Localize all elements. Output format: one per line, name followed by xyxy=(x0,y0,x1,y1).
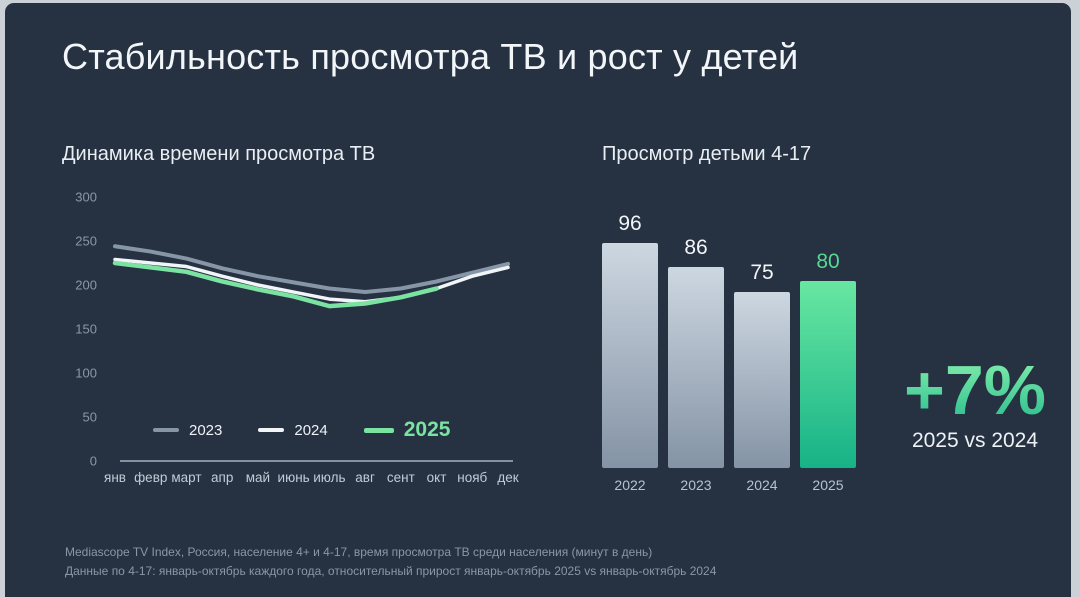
legend-label-2025: 2025 xyxy=(403,418,451,441)
axis-tick-label: июнь xyxy=(278,470,310,485)
bar-value-label: 75 xyxy=(750,261,774,284)
bar-column-2023: 86 2023 xyxy=(668,236,724,493)
bar-column-2025: 80 2025 xyxy=(800,250,856,493)
axis-tick-label: апр xyxy=(211,470,233,485)
bar xyxy=(800,281,856,468)
bar xyxy=(668,267,724,468)
legend-dash-2023 xyxy=(153,428,179,432)
axis-tick-label: март xyxy=(171,470,201,485)
line-chart-title: Динамика времени просмотра ТВ xyxy=(62,143,376,165)
axis-tick-label: окт xyxy=(427,470,447,485)
slide: Стабильность просмотра ТВ и рост у детей… xyxy=(5,3,1071,597)
legend-item-2024: 2024 xyxy=(258,421,328,439)
bar-chart-title: Просмотр детьми 4-17 xyxy=(602,143,812,165)
bar-category-label: 2022 xyxy=(614,477,646,493)
growth-caption: 2025 vs 2024 xyxy=(911,429,1039,452)
axis-tick-label: 300 xyxy=(75,190,97,205)
bar-value-label: 96 xyxy=(618,212,642,235)
bar-column-2022: 96 2022 xyxy=(602,212,658,493)
footnote-line-2: Данные по 4-17: январь-октябрь каждого г… xyxy=(65,563,717,578)
axis-tick-label: 200 xyxy=(75,278,97,293)
axis-tick-label: 100 xyxy=(75,366,97,381)
axis-tick-label: дек xyxy=(497,470,518,485)
bar xyxy=(734,292,790,468)
axis-tick-label: 150 xyxy=(75,322,97,337)
bar-column-2024: 75 2024 xyxy=(734,261,790,493)
legend-label-2023: 2023 xyxy=(189,421,223,439)
line-chart: 0 50 100 150 200 250 300 янв февр март апр май июнь и… xyxy=(55,185,540,495)
legend-item-2023: 2023 xyxy=(153,422,222,439)
bar-category-label: 2024 xyxy=(746,477,778,493)
legend-dash-2024 xyxy=(258,428,285,432)
axis-tick-label: нояб xyxy=(457,470,487,485)
legend-dash-2025 xyxy=(363,427,394,433)
legend-label-2024: 2024 xyxy=(294,421,328,439)
bar xyxy=(602,243,658,468)
source-footnote: Mediascope TV Index, Россия, население 4… xyxy=(65,543,716,580)
axis-tick-label: авг xyxy=(355,470,375,485)
bar-value-label: 86 xyxy=(684,236,708,259)
line-chart-legend: 2023 2024 2025 xyxy=(153,418,450,442)
axis-tick-label: 50 xyxy=(83,410,97,425)
axis-tick-label: май xyxy=(246,470,270,485)
growth-callout: +7% 2025 vs 2024 xyxy=(870,355,1080,453)
footnote-line-1: Mediascope TV Index, Россия, население 4… xyxy=(65,545,653,559)
axis-tick-label: сент xyxy=(387,470,415,485)
line-series-2024 xyxy=(113,257,510,304)
line-series-2023 xyxy=(113,244,510,295)
line-series-2025 xyxy=(112,260,439,309)
bar-chart: 96 2022 86 2023 75 2024 80 2025 xyxy=(602,201,872,493)
legend-item-2025: 2025 xyxy=(363,418,451,442)
axis-tick-label: янв xyxy=(104,470,126,485)
growth-value: +7% xyxy=(870,355,1080,425)
bar-category-label: 2023 xyxy=(680,477,712,493)
bar-value-label: 80 xyxy=(816,250,840,273)
axis-tick-label: июль xyxy=(313,470,345,485)
axis-tick-label: 250 xyxy=(75,234,97,249)
axis-tick-label: февр xyxy=(134,470,167,485)
axis-tick-label: 0 xyxy=(90,454,97,469)
slide-title: Стабильность просмотра ТВ и рост у детей xyxy=(62,36,799,77)
line-chart-canvas: 0 50 100 150 200 250 300 янв февр март апр май июнь и… xyxy=(75,190,518,486)
bar-category-label: 2025 xyxy=(812,477,844,493)
